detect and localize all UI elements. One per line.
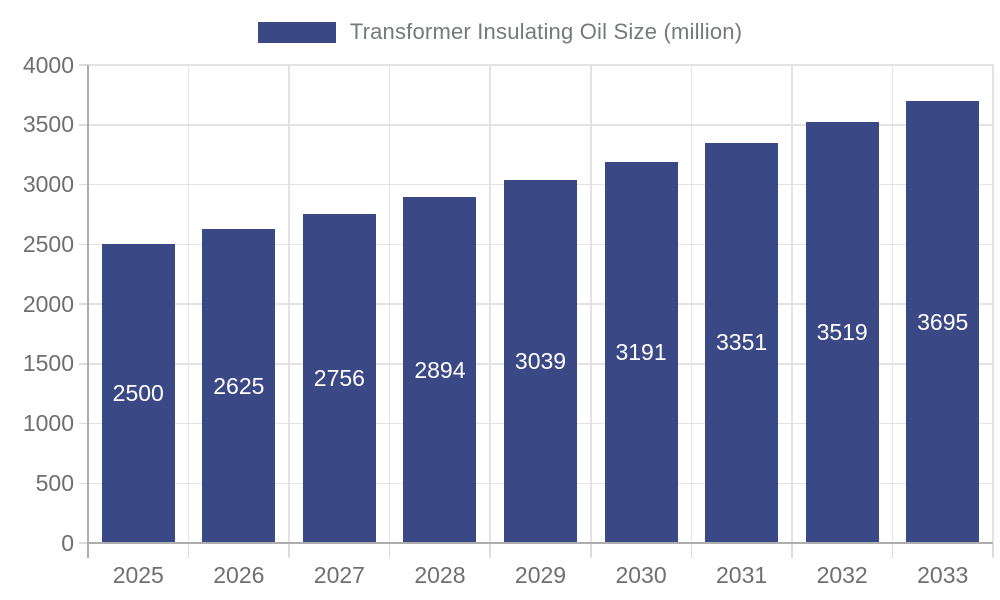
x-gridline bbox=[891, 65, 894, 543]
x-axis-tick-label: 2027 bbox=[313, 562, 365, 588]
y-axis-tick-label: 500 bbox=[35, 469, 74, 496]
bar-value-label: 2756 bbox=[313, 364, 365, 391]
y-axis-tick bbox=[79, 482, 88, 484]
x-axis-tick-label: 2032 bbox=[816, 562, 868, 588]
x-gridline bbox=[187, 65, 190, 543]
x-axis-tick bbox=[489, 544, 491, 558]
y-axis-tick-label: 2500 bbox=[22, 230, 74, 257]
bar[interactable] bbox=[504, 179, 577, 543]
x-axis-tick-label: 2026 bbox=[213, 562, 265, 588]
bar-value-label: 3039 bbox=[514, 347, 567, 374]
x-axis-tick bbox=[891, 544, 894, 558]
legend-swatch bbox=[257, 21, 336, 43]
x-gridline bbox=[388, 65, 391, 543]
bar[interactable] bbox=[101, 244, 175, 543]
x-axis-tick-label: 2028 bbox=[414, 562, 466, 588]
x-gridline bbox=[791, 65, 793, 543]
y-axis-tick-label: 0 bbox=[61, 529, 74, 556]
bar[interactable] bbox=[604, 161, 678, 543]
y-axis-tick-label: 1000 bbox=[22, 410, 74, 436]
x-gridline bbox=[992, 65, 994, 543]
y-axis-tick-label: 2000 bbox=[22, 290, 74, 317]
y-axis-line bbox=[87, 65, 89, 558]
x-gridline bbox=[288, 65, 290, 543]
x-gridline bbox=[690, 65, 693, 543]
x-axis-tick-label: 2030 bbox=[615, 562, 667, 588]
x-axis-tick bbox=[690, 544, 693, 558]
bar[interactable] bbox=[302, 213, 376, 543]
x-axis-tick-label: 2031 bbox=[716, 562, 768, 588]
y-axis-tick-label: 3000 bbox=[22, 171, 74, 197]
bar-value-label: 3191 bbox=[615, 338, 667, 365]
x-axis-tick bbox=[187, 544, 190, 558]
x-axis-tick-label: 2033 bbox=[917, 562, 969, 588]
x-axis-tick bbox=[288, 544, 290, 558]
bar-value-label: 2625 bbox=[213, 372, 265, 399]
bar-value-label: 3519 bbox=[816, 319, 868, 346]
x-axis-tick bbox=[388, 544, 391, 558]
bar-value-label: 3695 bbox=[917, 308, 969, 335]
legend[interactable]: Transformer Insulating Oil Size (million… bbox=[0, 14, 1000, 50]
x-gridline bbox=[590, 65, 592, 543]
y-gridline bbox=[88, 64, 993, 66]
y-axis-tick bbox=[79, 64, 88, 66]
y-axis-tick-label: 3500 bbox=[22, 111, 74, 138]
bar-value-label: 2894 bbox=[414, 356, 466, 383]
y-axis-tick bbox=[79, 542, 88, 544]
bar[interactable] bbox=[202, 229, 276, 543]
bar-value-label: 3351 bbox=[716, 329, 768, 356]
x-axis-tick bbox=[590, 544, 592, 558]
y-axis-tick bbox=[79, 183, 88, 186]
y-axis-tick bbox=[79, 363, 88, 365]
y-axis-tick-label: 1500 bbox=[22, 350, 74, 377]
y-axis-tick-label: 4000 bbox=[22, 51, 74, 78]
x-gridline bbox=[489, 65, 491, 543]
x-axis-tick-label: 2025 bbox=[112, 562, 164, 588]
bar-value-label: 2500 bbox=[112, 380, 164, 407]
y-axis-tick bbox=[79, 303, 88, 305]
y-axis-tick bbox=[79, 124, 88, 126]
bar[interactable] bbox=[403, 197, 477, 543]
y-axis-tick bbox=[79, 422, 88, 425]
x-axis-tick bbox=[791, 544, 793, 558]
x-axis-tick-label: 2029 bbox=[514, 562, 567, 588]
y-axis-tick bbox=[79, 243, 88, 245]
bar[interactable] bbox=[906, 101, 980, 543]
bar[interactable] bbox=[805, 122, 879, 543]
legend-label: Transformer Insulating Oil Size (million… bbox=[349, 19, 743, 44]
x-axis-line bbox=[88, 542, 993, 544]
bar[interactable] bbox=[705, 142, 779, 543]
y-gridline bbox=[88, 124, 993, 126]
x-axis-tick bbox=[992, 544, 994, 558]
